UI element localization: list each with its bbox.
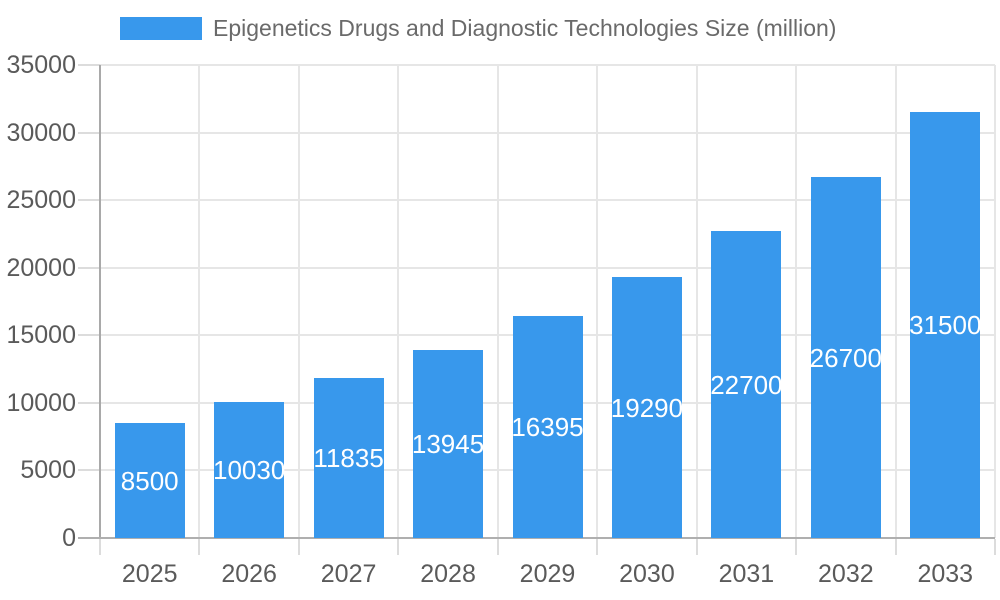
bar-value-label: 31500 — [909, 310, 982, 341]
x-tick-label: 2033 — [917, 560, 974, 588]
gridline-horizontal — [100, 64, 995, 66]
gridline-vertical — [297, 65, 300, 538]
y-axis-tick — [78, 334, 100, 337]
y-axis-line — [99, 65, 101, 538]
gridline-vertical — [795, 65, 798, 538]
y-axis-tick — [78, 266, 100, 269]
x-tick-label: 2029 — [519, 560, 576, 588]
x-axis-tick — [994, 539, 996, 555]
y-tick-label: 35000 — [6, 51, 76, 79]
y-tick-label: 25000 — [6, 186, 76, 215]
x-tick-label: 2032 — [818, 560, 874, 588]
bar-value-label: 16395 — [511, 412, 584, 443]
gridline-horizontal — [100, 131, 995, 134]
x-tick-label: 2031 — [718, 560, 775, 588]
x-axis-line — [78, 537, 995, 539]
gridline-vertical — [198, 65, 201, 538]
x-tick-label: 2028 — [420, 560, 476, 588]
y-tick-label: 0 — [62, 524, 76, 552]
x-axis-tick — [596, 539, 599, 555]
x-tick-label: 2027 — [320, 560, 377, 588]
x-tick-label: 2025 — [121, 560, 178, 588]
bar-value-label: 8500 — [120, 465, 179, 496]
bar[interactable]: 11835 — [313, 378, 384, 538]
x-axis-tick — [99, 539, 101, 555]
bar[interactable]: 26700 — [809, 177, 882, 538]
y-tick-label: 15000 — [6, 321, 76, 350]
x-tick-label: 2026 — [221, 560, 277, 588]
gridline-vertical — [695, 65, 698, 538]
x-axis-tick — [695, 539, 698, 555]
y-axis-tick — [78, 131, 100, 134]
bar[interactable]: 31500 — [909, 112, 982, 538]
y-tick-label: 5000 — [20, 456, 76, 485]
bar-value-label: 13945 — [411, 428, 485, 459]
legend-item[interactable]: Epigenetics Drugs and Diagnostic Technol… — [120, 14, 836, 42]
bar[interactable]: 10030 — [213, 402, 286, 538]
y-axis-tick — [78, 199, 100, 202]
bar[interactable]: 13945 — [411, 349, 485, 538]
bar-value-label: 26700 — [809, 342, 882, 373]
gridline-vertical — [596, 65, 599, 538]
x-axis-tick — [894, 539, 897, 555]
y-tick-label: 10000 — [6, 388, 76, 417]
bar-value-label: 10030 — [213, 455, 286, 486]
bar[interactable]: 22700 — [710, 231, 783, 538]
y-axis-tick — [78, 64, 100, 66]
x-axis-tick — [397, 539, 400, 555]
x-tick-label: 2030 — [619, 560, 675, 588]
bar-value-label: 11835 — [313, 443, 384, 474]
x-axis-tick — [795, 539, 798, 555]
y-axis-tick — [78, 401, 100, 404]
gridline-horizontal — [100, 199, 995, 202]
gridline-vertical — [397, 65, 400, 538]
bar-value-label: 19290 — [610, 392, 684, 423]
gridline-vertical — [496, 65, 499, 538]
y-tick-label: 30000 — [6, 118, 76, 147]
bar[interactable]: 19290 — [610, 277, 684, 538]
gridline-vertical — [894, 65, 897, 538]
gridline-vertical — [994, 65, 996, 538]
x-axis-tick — [198, 539, 201, 555]
x-axis-tick — [297, 539, 300, 555]
legend-swatch — [120, 16, 202, 40]
x-axis-tick — [496, 539, 499, 555]
y-tick-label: 20000 — [6, 253, 76, 282]
bar-value-label: 22700 — [710, 369, 783, 400]
legend-label: Epigenetics Drugs and Diagnostic Technol… — [213, 15, 837, 41]
gridline-horizontal — [100, 266, 995, 269]
bar[interactable]: 16395 — [511, 316, 584, 538]
bar[interactable]: 8500 — [114, 423, 185, 538]
y-axis-tick — [78, 469, 100, 472]
